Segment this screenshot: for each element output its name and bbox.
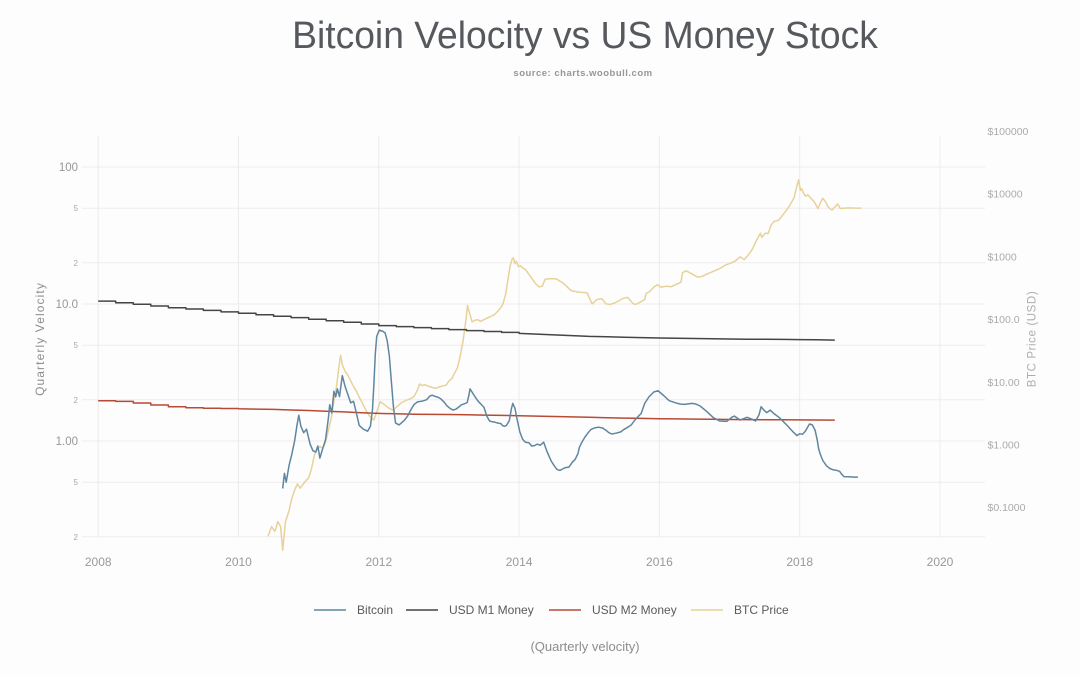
- svg-text:$100000: $100000: [988, 126, 1029, 138]
- svg-text:Quarterly Velocity: Quarterly Velocity: [33, 282, 47, 396]
- svg-text:2016: 2016: [646, 555, 673, 569]
- svg-text:USD M1 Money: USD M1 Money: [449, 603, 534, 617]
- svg-text:100: 100: [59, 162, 78, 174]
- svg-text:2012: 2012: [365, 555, 392, 569]
- svg-text:$10000: $10000: [988, 189, 1023, 201]
- svg-text:2020: 2020: [927, 555, 954, 569]
- svg-text:5: 5: [74, 341, 79, 350]
- svg-text:5: 5: [74, 478, 79, 487]
- svg-text:2010: 2010: [225, 555, 252, 569]
- svg-text:2008: 2008: [85, 555, 112, 569]
- svg-text:1.00: 1.00: [56, 436, 78, 448]
- svg-text:2: 2: [74, 533, 79, 542]
- svg-text:2: 2: [74, 259, 79, 268]
- svg-text:2: 2: [74, 396, 79, 405]
- svg-text:Bitcoin: Bitcoin: [357, 603, 393, 617]
- svg-text:5: 5: [74, 204, 79, 213]
- svg-text:USD M2 Money: USD M2 Money: [592, 603, 677, 617]
- svg-text:$0.1000: $0.1000: [988, 502, 1026, 514]
- svg-text:$1.000: $1.000: [988, 440, 1020, 452]
- svg-text:$10.00: $10.00: [988, 377, 1020, 389]
- svg-text:2014: 2014: [506, 555, 533, 569]
- svg-text:BTC Price (USD): BTC Price (USD): [1027, 291, 1039, 388]
- svg-text:BTC Price: BTC Price: [734, 603, 789, 617]
- svg-text:2018: 2018: [786, 555, 813, 569]
- svg-text:$1000: $1000: [988, 251, 1017, 263]
- svg-text:$100.0: $100.0: [988, 314, 1020, 326]
- svg-text:10.0: 10.0: [56, 299, 78, 311]
